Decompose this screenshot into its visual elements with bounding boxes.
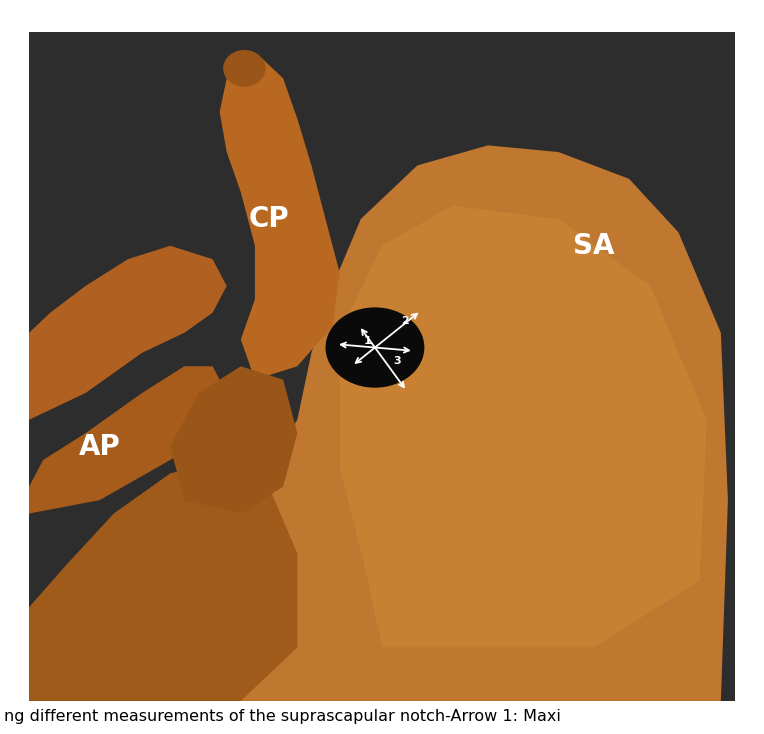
Polygon shape xyxy=(29,246,227,420)
Text: CP: CP xyxy=(249,205,290,233)
Polygon shape xyxy=(227,145,728,701)
Polygon shape xyxy=(219,58,340,379)
Text: SA: SA xyxy=(573,232,614,260)
Polygon shape xyxy=(29,32,735,701)
Polygon shape xyxy=(170,366,297,514)
Ellipse shape xyxy=(325,308,424,388)
Polygon shape xyxy=(340,206,707,647)
Text: ng different measurements of the suprascapular notch-Arrow 1: Maxi: ng different measurements of the suprasc… xyxy=(4,710,561,724)
Polygon shape xyxy=(29,460,297,701)
Text: AP: AP xyxy=(79,432,121,461)
Polygon shape xyxy=(29,366,227,514)
Text: 2: 2 xyxy=(400,316,409,326)
Ellipse shape xyxy=(223,50,266,87)
Text: 1: 1 xyxy=(364,336,372,346)
Text: 3: 3 xyxy=(393,356,401,366)
